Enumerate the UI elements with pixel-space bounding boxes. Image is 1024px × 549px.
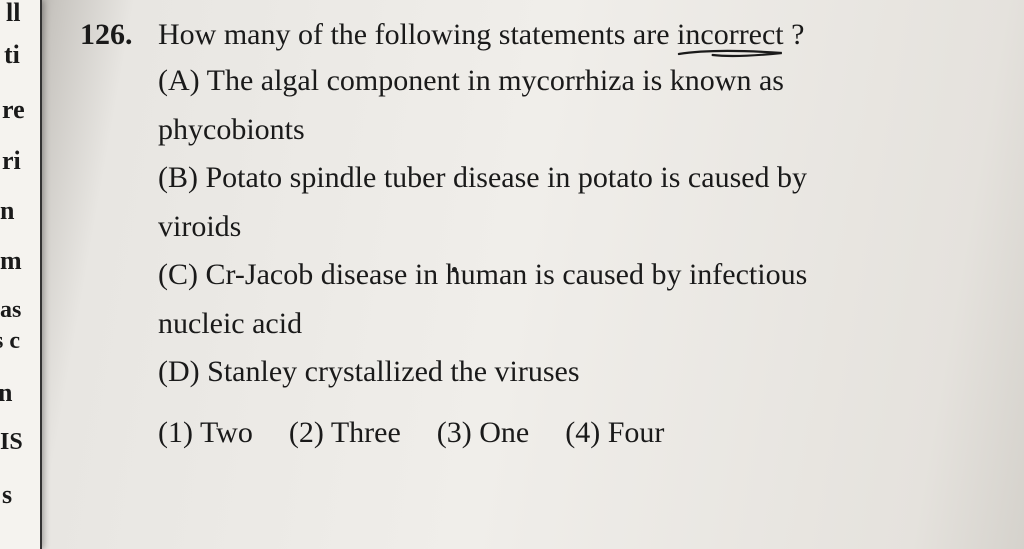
- options-block: (A) The algal component in mycorrhiza is…: [158, 58, 994, 396]
- answer-text: Two: [200, 416, 253, 449]
- option-a: (A) The algal component in mycorrhiza is…: [158, 58, 994, 105]
- answer-text: Four: [608, 416, 665, 449]
- question-stem-row: 126. How many of the following statement…: [80, 18, 994, 52]
- option-text: The algal component in mycorrhiza is kno…: [207, 64, 784, 97]
- option-text: Stanley crystallized the viruses: [207, 355, 579, 388]
- edge-fragment: ri: [2, 148, 21, 174]
- option-a-cont: phycobionts: [158, 107, 994, 154]
- answer-text: One: [479, 416, 529, 449]
- option-label: (A): [158, 64, 200, 97]
- edge-fragment: n: [0, 198, 14, 224]
- answer-1: (1) Two: [158, 416, 253, 450]
- question-content: 126. How many of the following statement…: [80, 18, 994, 450]
- print-speck-icon: [452, 267, 457, 272]
- edge-fragment: ll: [6, 0, 20, 26]
- edge-fragment: ti: [4, 42, 20, 68]
- answer-num: (3): [437, 416, 472, 449]
- edge-fragment: s: [2, 482, 12, 508]
- question-stem: How many of the following statements are…: [158, 18, 804, 52]
- option-text: Potato spindle tuber disease in potato i…: [206, 161, 808, 194]
- option-c-cont: nucleic acid: [158, 301, 994, 348]
- option-d: (D) Stanley crystallized the viruses: [158, 349, 994, 396]
- answer-2: (2) Three: [289, 416, 401, 450]
- option-b: (B) Potato spindle tuber disease in pota…: [158, 155, 994, 202]
- edge-fragment: IS: [0, 430, 23, 454]
- edge-fragment: s c: [0, 329, 20, 353]
- option-c: (C) Cr-Jacob disease in human is caused …: [158, 252, 994, 299]
- option-text: Cr-Jacob disease in human is caused by i…: [206, 258, 808, 291]
- left-page-edge: ll ti re ri n m as s c n IS s: [0, 0, 42, 549]
- answer-num: (4): [565, 416, 600, 449]
- edge-fragment: as: [0, 298, 21, 322]
- edge-fragment: n: [0, 380, 12, 406]
- answer-3: (3) One: [437, 416, 529, 450]
- answer-num: (2): [289, 416, 324, 449]
- option-label: (D): [158, 355, 200, 388]
- underlined-text: incorrect: [677, 18, 784, 51]
- answer-num: (1): [158, 416, 193, 449]
- option-label: (B): [158, 161, 198, 194]
- stem-underlined-word: incorrect: [677, 18, 784, 52]
- option-b-cont: viroids: [158, 204, 994, 251]
- answers-row: (1) Two (2) Three (3) One (4) Four: [158, 416, 994, 450]
- question-number: 126.: [80, 18, 158, 52]
- option-label: (C): [158, 258, 198, 291]
- edge-fragment: m: [0, 248, 22, 274]
- stem-post: ?: [784, 18, 805, 51]
- underline-swoosh-icon: [677, 48, 784, 62]
- answer-text: Three: [331, 416, 401, 449]
- stem-pre: How many of the following statements are: [158, 18, 677, 51]
- answer-4: (4) Four: [565, 416, 664, 450]
- edge-fragment: re: [2, 97, 25, 123]
